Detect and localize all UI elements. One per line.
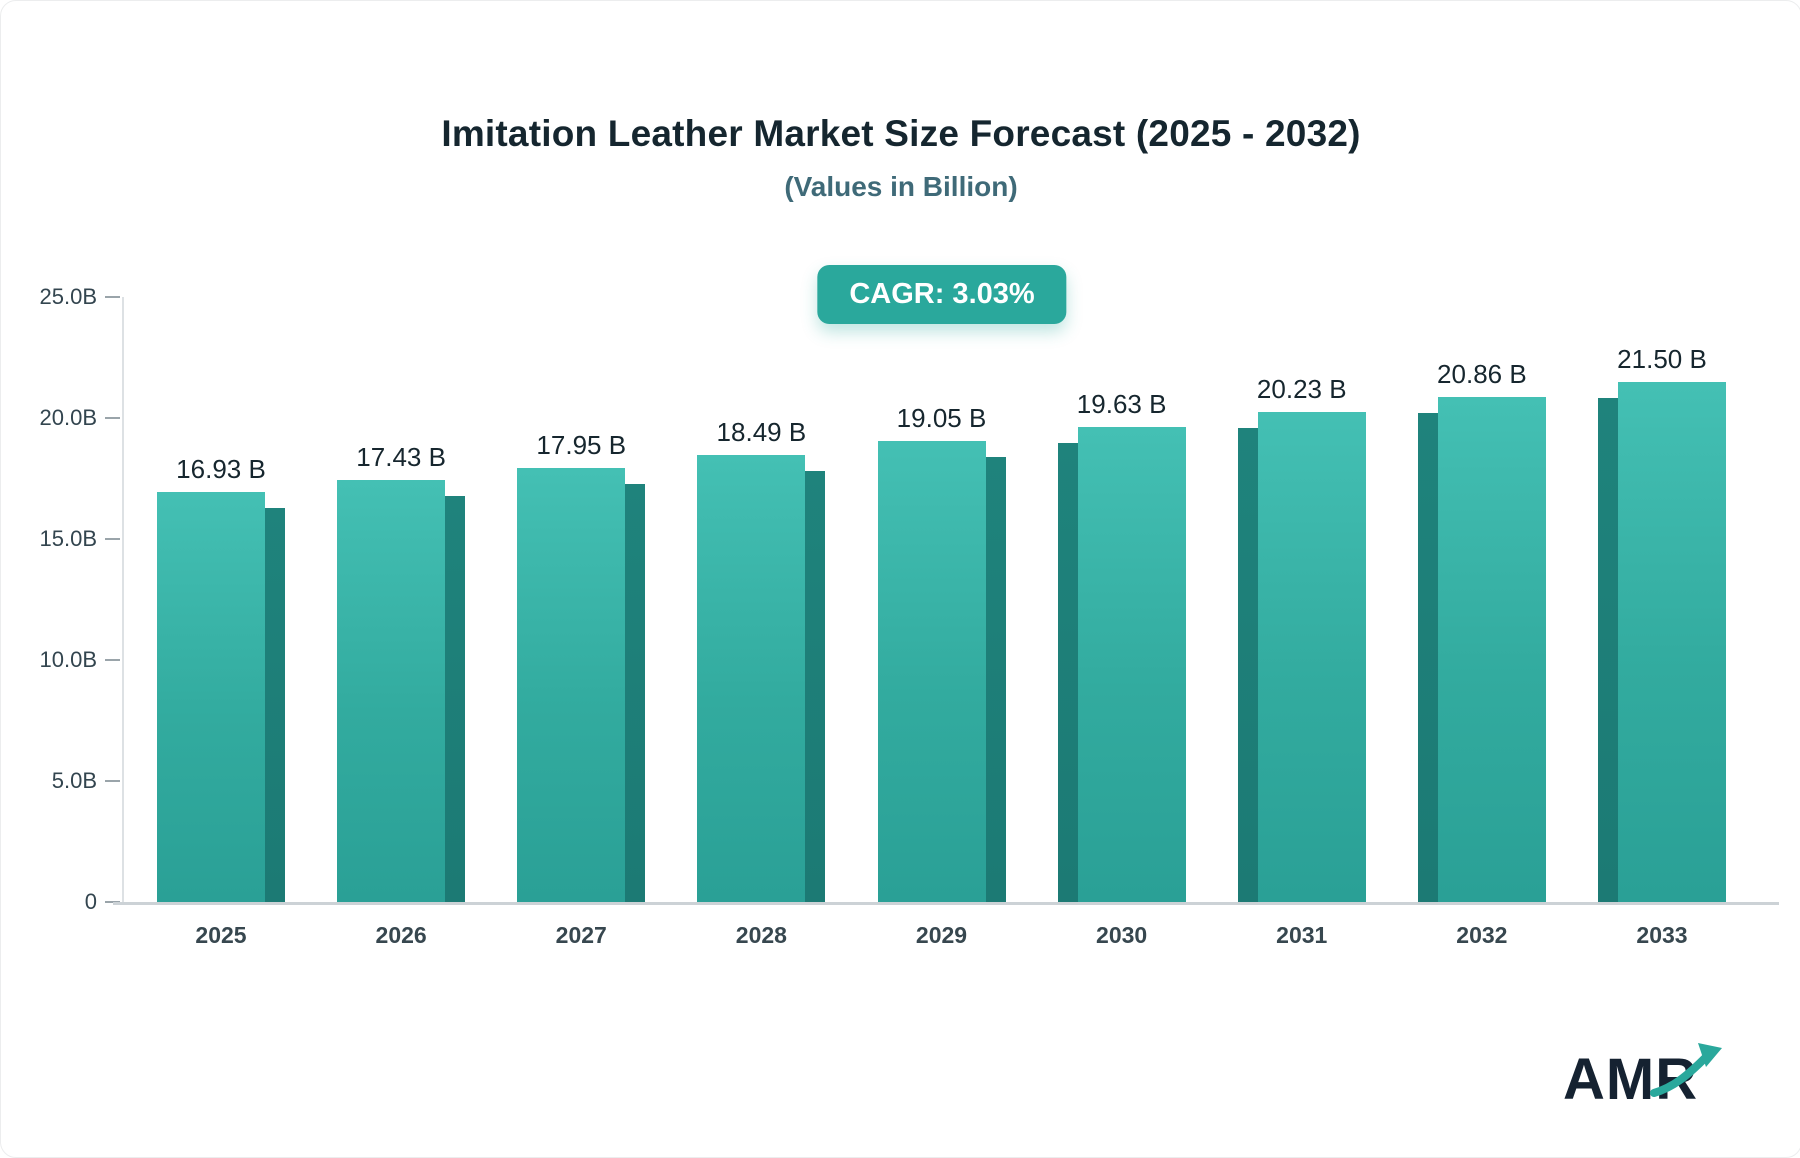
bar-2028	[697, 454, 826, 902]
cagr-badge: CAGR: 3.03%	[817, 265, 1067, 324]
x-tick-label: 2033	[1636, 922, 1688, 948]
bar-2025	[157, 492, 285, 902]
bar-2033	[1598, 381, 1726, 902]
bar-value-label: 20.23 B	[1256, 374, 1347, 405]
growth-arrow-icon	[1650, 1043, 1723, 1097]
bar-side-face	[1237, 428, 1258, 902]
bar-value-label: 19.63 B	[1076, 388, 1167, 419]
bar-side-face	[985, 456, 1006, 902]
bar-2027	[517, 467, 646, 902]
y-tick-label: 20.0B	[39, 405, 98, 430]
bar-value-label: 19.05 B	[896, 402, 987, 433]
bar-2029	[877, 440, 1006, 902]
amr-logo: AMR	[1563, 1043, 1723, 1109]
bar-face	[1437, 397, 1546, 902]
y-tick-label: 0	[84, 889, 97, 914]
y-tick-label: 10.0B	[39, 647, 98, 672]
chart-title: Imitation Leather Market Size Forecast (…	[441, 113, 1361, 154]
y-tick-mark	[105, 538, 120, 540]
bar-value-label: 16.93 B	[176, 454, 266, 485]
y-tick-mark	[105, 296, 120, 298]
bar-side-face	[445, 496, 466, 902]
bar-2031	[1237, 412, 1366, 902]
x-axis-line	[113, 902, 1779, 905]
bar-side-face	[1598, 397, 1618, 902]
bar-side-face	[1057, 442, 1078, 902]
x-tick-label: 2029	[915, 922, 968, 948]
x-tick-label: 2030	[1096, 922, 1148, 948]
bar-face	[157, 492, 265, 902]
bar-face	[1257, 412, 1366, 902]
y-tick-mark	[105, 659, 120, 661]
x-tick-label: 2032	[1456, 922, 1508, 948]
bar-2030	[1057, 426, 1186, 902]
bar-value-label: 20.86 B	[1437, 359, 1527, 390]
bar-value-label: 21.50 B	[1617, 343, 1707, 374]
bar-side-face	[625, 483, 646, 902]
bar-face	[697, 454, 806, 902]
y-tick-label: 15.0B	[39, 526, 98, 551]
x-tick-label: 2031	[1276, 922, 1328, 948]
y-tick-mark	[105, 901, 120, 903]
bar-face	[337, 480, 446, 902]
bar-face	[517, 467, 626, 902]
chart-subtitle: (Values in Billion)	[784, 171, 1018, 202]
x-tick-label: 2026	[375, 922, 427, 948]
bar-value-label: 17.95 B	[536, 429, 627, 460]
y-tick-label: 25.0B	[39, 284, 98, 309]
bar-value-label: 18.49 B	[716, 416, 807, 447]
bar-2026	[337, 480, 466, 902]
bar-side-face	[805, 470, 826, 902]
y-axis-line	[122, 297, 124, 904]
y-tick-mark	[105, 780, 120, 782]
bar-face	[1077, 426, 1186, 902]
bar-value-label: 17.43 B	[356, 442, 446, 473]
bar-2032	[1417, 397, 1546, 902]
x-tick-label: 2025	[195, 922, 247, 948]
bar-face	[877, 440, 986, 902]
y-tick-mark	[105, 417, 120, 419]
x-tick-label: 2027	[555, 922, 607, 948]
x-tick-label: 2028	[735, 922, 787, 948]
y-tick-label: 5.0B	[51, 768, 97, 793]
bar-side-face	[265, 508, 285, 902]
bar-side-face	[1417, 413, 1438, 902]
bar-face	[1618, 381, 1726, 902]
